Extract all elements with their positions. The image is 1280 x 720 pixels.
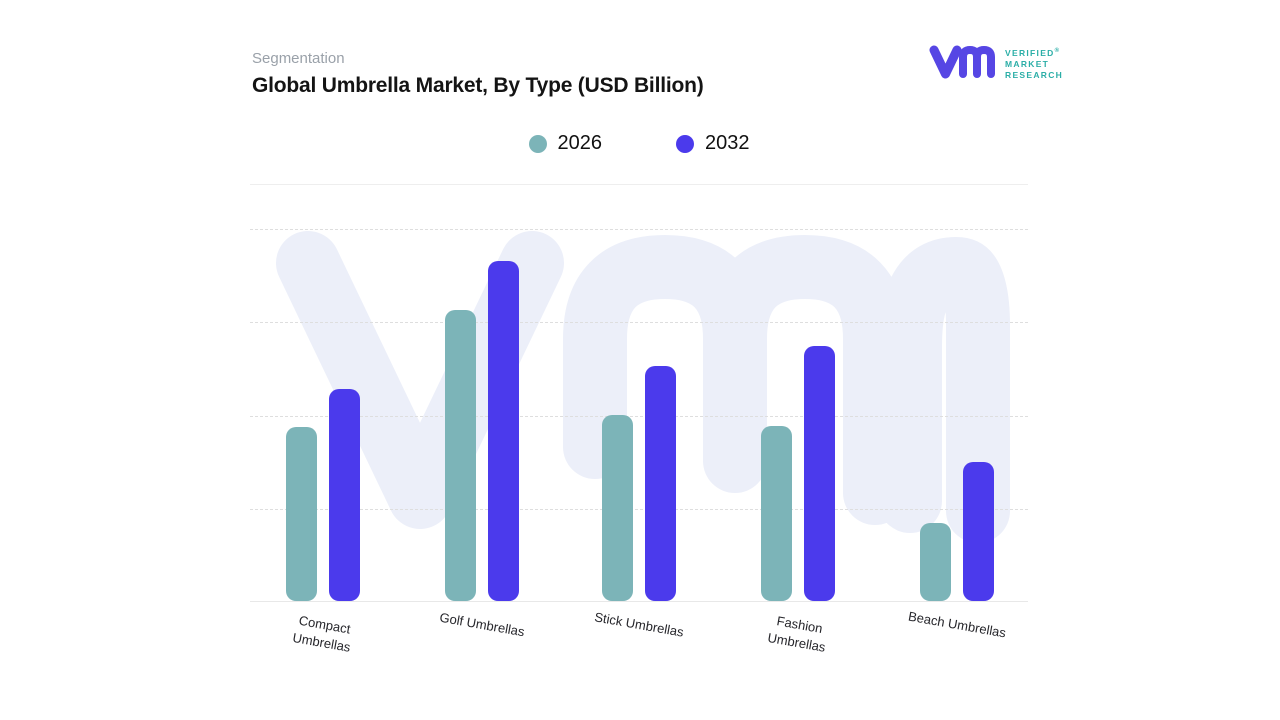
legend-item-2032: 2032: [676, 132, 750, 155]
x-axis-label-stick-umbrellas: Stick Umbrellas: [593, 609, 686, 640]
bar-2032-fashion-umbrellas: [804, 346, 835, 601]
legend: 2026 2032: [250, 132, 1028, 155]
bar-2026-fashion-umbrellas: [761, 425, 792, 601]
bar-2026-beach-umbrellas: [920, 522, 951, 601]
x-axis-labels: Compact Umbrellas Golf Umbrellas Stick Umbr…: [250, 609, 1028, 682]
bar-2032-beach-umbrellas: [963, 462, 994, 601]
plot-area: [250, 229, 1028, 602]
bar-2026-golf-umbrellas: [444, 310, 476, 601]
legend-item-2026: 2026: [528, 132, 603, 155]
bar-2032-stick-umbrellas: [645, 366, 677, 601]
legend-swatch-icon: [528, 134, 547, 153]
vmr-logo-text: VERIFIED® MARKET RESEARCH: [1005, 47, 1064, 81]
x-axis-label-compact-umbrellas: Compact Umbrellas: [291, 612, 352, 656]
x-axis-label-beach-umbrellas: Beach Umbrellas: [907, 608, 1008, 641]
registered-trademark-symbol: ®: [1054, 48, 1060, 55]
gridline: [250, 229, 1028, 230]
vmr-logo: VERIFIED® MARKET RESEARCH: [928, 40, 1063, 89]
legend-label: 2032: [705, 132, 750, 154]
bar-2032-golf-umbrellas: [487, 260, 519, 601]
legend-label: 2026: [557, 132, 603, 154]
legend-separator-line: [250, 184, 1028, 185]
gridline: [250, 322, 1028, 324]
eyebrow-label: Segmentation: [252, 50, 345, 67]
x-axis-label-fashion-umbrellas: Fashion Umbrellas: [766, 613, 827, 656]
gridline: [250, 508, 1028, 510]
bar-2026-stick-umbrellas: [602, 415, 634, 601]
gridline: [250, 415, 1028, 417]
page-title: Global Umbrella Market, By Type (USD Bil…: [252, 74, 704, 97]
bar-2026-compact-umbrellas: [286, 426, 317, 601]
bar-2032-compact-umbrellas: [329, 389, 360, 601]
vmr-logo-mark-icon: [928, 40, 998, 89]
legend-swatch-icon: [676, 134, 694, 153]
x-axis-label-golf-umbrellas: Golf Umbrellas: [437, 609, 526, 640]
